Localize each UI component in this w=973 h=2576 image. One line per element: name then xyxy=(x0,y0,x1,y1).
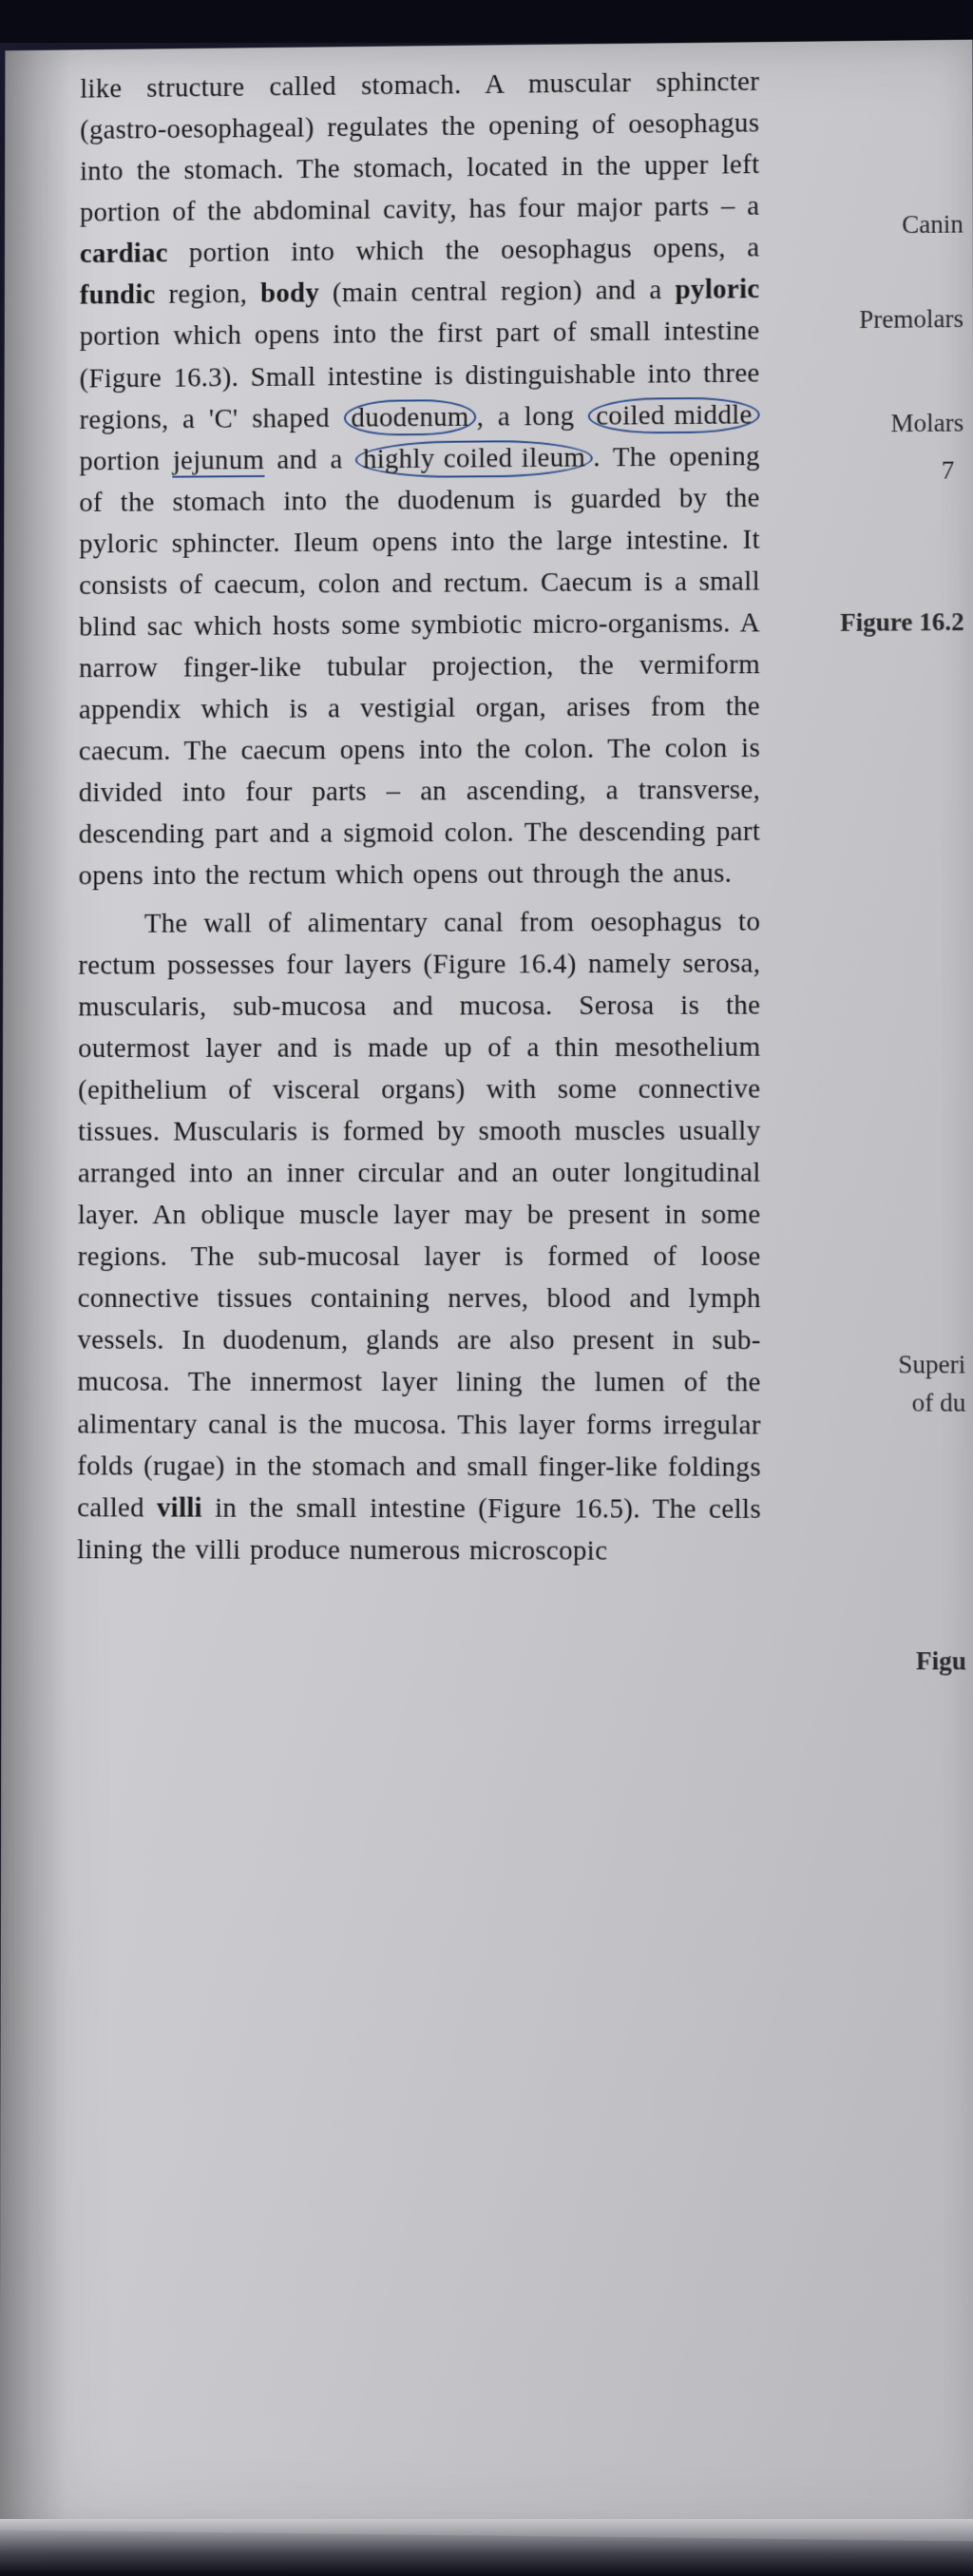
margin-labels-column: Canin Premolars Molars 7 Figure 16.2 Sup… xyxy=(792,40,968,2542)
bold-fundic: fundic xyxy=(80,280,156,311)
margin-label-premolars: Premolars xyxy=(859,304,963,335)
margin-label-figu: Figu xyxy=(916,1646,966,1676)
text-segment: (main central region) and a xyxy=(319,276,675,309)
bold-villi: villi xyxy=(157,1492,202,1523)
underlined-jejunum: jejunum xyxy=(173,445,264,477)
text-segment: . The opening of the stomach into the du… xyxy=(79,441,761,892)
bold-pyloric: pyloric xyxy=(675,275,759,306)
text-segment: and a xyxy=(264,444,355,474)
margin-label-seven: 7 xyxy=(942,456,955,486)
margin-label-molars: Molars xyxy=(890,409,963,438)
margin-label-superi: Superi xyxy=(898,1350,965,1379)
circled-ileum: highly coiled ileum xyxy=(355,439,593,477)
top-dark-area xyxy=(0,0,973,43)
bottom-edge xyxy=(0,2519,973,2576)
text-segment: portion into which the oesophagus opens,… xyxy=(168,233,760,269)
bold-cardiac: cardiac xyxy=(80,239,168,269)
margin-label-canin: Canin xyxy=(902,210,963,240)
text-segment: region, xyxy=(156,279,260,311)
spine-shadow xyxy=(0,49,70,2530)
circled-coiled-middle: coiled middle xyxy=(588,396,759,434)
circled-duodenum: duodenum xyxy=(344,399,477,437)
margin-label-figure162: Figure 16.2 xyxy=(840,607,964,638)
paragraph-2: The wall of alimentary canal from oesoph… xyxy=(77,900,761,1572)
text-segment: The wall of alimentary canal from oesoph… xyxy=(77,906,761,1523)
text-segment: , a long xyxy=(477,401,589,433)
text-segment: like structure called stomach. A muscula… xyxy=(80,67,760,228)
bold-body: body xyxy=(260,279,319,309)
main-text-column: like structure called stomach. A muscula… xyxy=(77,61,761,1572)
book-page: like structure called stomach. A muscula… xyxy=(0,40,973,2542)
text-segment: portion xyxy=(79,446,172,476)
margin-label-ofdu: of du xyxy=(912,1388,966,1417)
paragraph-1: like structure called stomach. A muscula… xyxy=(79,61,761,897)
